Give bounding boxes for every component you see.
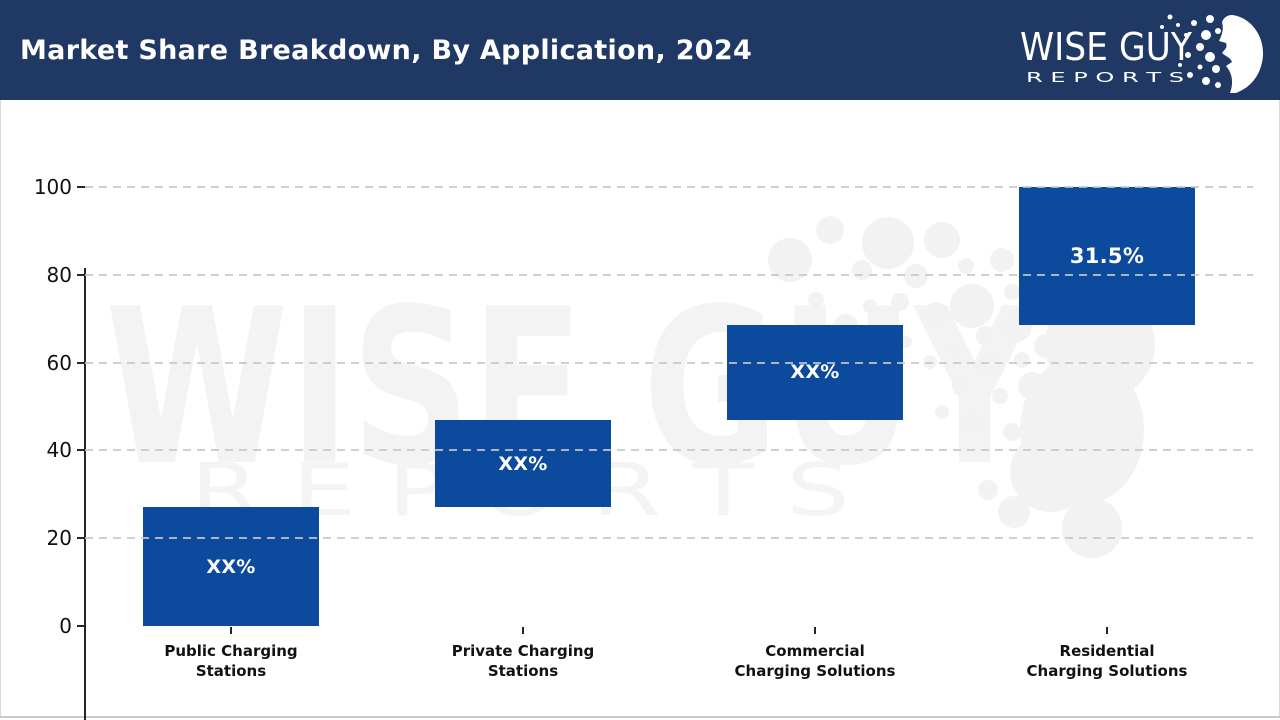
y-tick-label-60: 60 <box>46 350 72 375</box>
bar-public-charging-stations: XX% <box>143 507 319 626</box>
x-tick-mark-commercial-charging-solutions <box>814 627 816 634</box>
bottom-divider <box>0 716 1280 718</box>
gridline-20 <box>85 537 1253 540</box>
bar-private-charging-stations: XX% <box>435 419 611 508</box>
category-label-line: Public Charging <box>164 642 298 660</box>
bar-residential-charging-solutions: 31.5% <box>1019 187 1195 326</box>
category-label-line: Residential <box>1059 642 1155 660</box>
chart-canvas: WISE GUY R E P O R T S <box>0 100 1280 720</box>
page-title: Market Share Breakdown, By Application, … <box>20 34 753 66</box>
logo-subtext: R E P O R T S <box>1026 71 1184 86</box>
bar-value-label-public-charging-stations: XX% <box>206 555 256 578</box>
bar-value-label-commercial-charging-solutions: XX% <box>790 361 840 384</box>
category-label-line: Charging Solutions <box>734 662 896 680</box>
x-tick-mark-public-charging-stations <box>230 627 232 634</box>
y-axis-line <box>84 268 86 720</box>
category-label-line: Private Charging <box>451 642 595 660</box>
y-tick-label-40: 40 <box>46 438 72 463</box>
gridline-60 <box>85 361 1253 364</box>
left-page-border <box>0 100 1 717</box>
wiseguy-logo: WISE GUY R E P O R T S <box>1020 14 1264 93</box>
y-tick-mark-0 <box>77 625 85 627</box>
y-tick-label-20: 20 <box>46 526 72 551</box>
y-tick-mark-20 <box>77 537 85 540</box>
gridline-100 <box>85 186 1253 188</box>
y-tick-label-80: 80 <box>46 262 72 287</box>
bar-value-label-private-charging-stations: XX% <box>498 452 548 475</box>
bar-value-label-residential-charging-solutions: 31.5% <box>1069 244 1145 269</box>
y-tick-mark-100 <box>77 186 85 188</box>
category-label-line: Stations <box>195 662 267 680</box>
gridline-40 <box>85 449 1253 452</box>
category-label-public-charging-stations: Public Charging Stations <box>81 641 381 681</box>
logo-wordmark: WISE GUY <box>1020 25 1193 69</box>
y-tick-mark-40 <box>77 449 85 452</box>
category-label-line: Charging Solutions <box>1026 662 1188 680</box>
y-tick-mark-60 <box>77 361 85 364</box>
x-tick-mark-residential-charging-solutions <box>1106 627 1108 634</box>
x-tick-mark-private-charging-stations <box>522 627 524 634</box>
header-bar: Market Share Breakdown, By Application, … <box>0 0 1280 100</box>
y-tick-label-100: 100 <box>33 175 72 199</box>
logo-face-icon <box>1160 14 1264 93</box>
gridline-80 <box>85 273 1253 276</box>
category-label-private-charging-stations: Private Charging Stations <box>373 641 673 681</box>
category-label-line: Commercial <box>765 642 865 660</box>
category-label-residential-charging-solutions: Residential Charging Solutions <box>957 641 1257 681</box>
bar-commercial-charging-solutions: XX% <box>727 325 903 420</box>
category-label-commercial-charging-solutions: Commercial Charging Solutions <box>665 641 965 681</box>
category-label-line: Stations <box>487 662 559 680</box>
y-tick-label-0: 0 <box>59 614 72 638</box>
y-tick-mark-80 <box>77 273 85 276</box>
